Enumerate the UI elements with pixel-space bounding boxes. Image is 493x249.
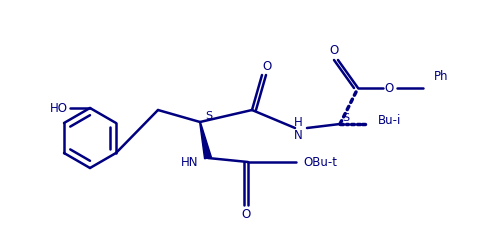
- Text: Bu-i: Bu-i: [378, 114, 402, 126]
- Text: O: O: [329, 44, 339, 57]
- Text: S: S: [206, 111, 212, 121]
- Text: Ph: Ph: [434, 69, 448, 82]
- Text: HN: HN: [180, 155, 198, 169]
- Text: H: H: [294, 116, 302, 128]
- Text: O: O: [242, 208, 250, 222]
- Text: O: O: [385, 81, 393, 95]
- Text: O: O: [262, 60, 272, 72]
- Text: OBu-t: OBu-t: [303, 155, 337, 169]
- Text: S: S: [343, 113, 350, 123]
- Polygon shape: [200, 122, 211, 159]
- Text: HO: HO: [50, 102, 68, 115]
- Text: N: N: [294, 128, 302, 141]
